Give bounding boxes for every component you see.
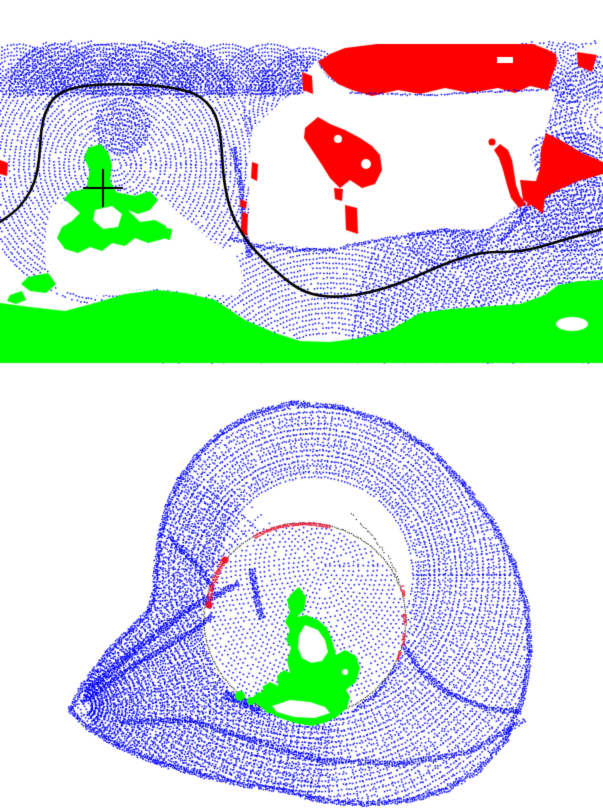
figure: Vector field visualization: planar map (… [0, 0, 603, 809]
field-figure-canvas [0, 0, 603, 809]
